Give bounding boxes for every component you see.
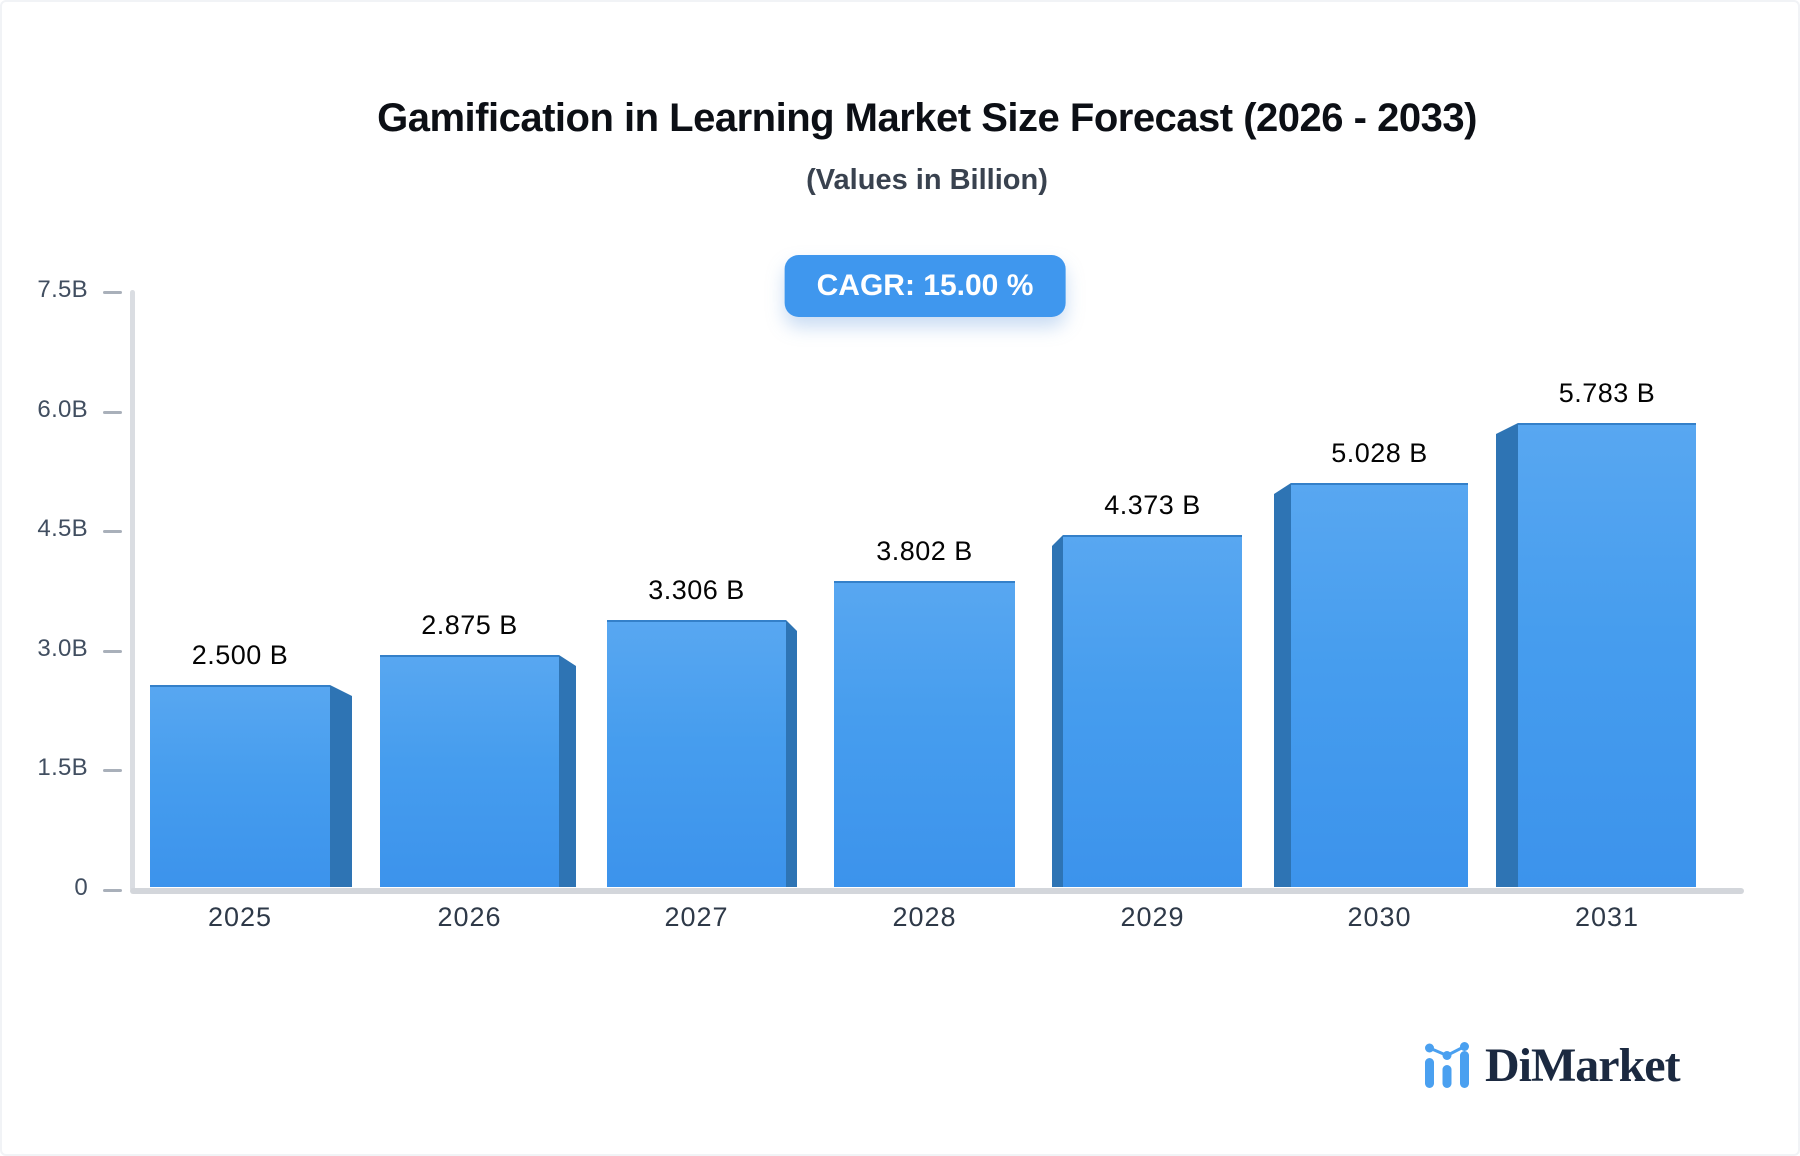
y-tick-label: 1.5B bbox=[37, 754, 88, 781]
y-tick: 6.0B bbox=[2, 396, 122, 424]
bar-3d-side bbox=[330, 685, 352, 887]
mini-bar-chart-icon bbox=[1425, 1042, 1469, 1088]
bar-face bbox=[380, 655, 559, 887]
x-axis-label: 2031 bbox=[1574, 902, 1640, 932]
bar-face bbox=[150, 685, 330, 887]
y-tick: 4.5B bbox=[2, 515, 122, 543]
bar-value-label: 4.373 B bbox=[1104, 490, 1201, 520]
logo-text: DiMarket bbox=[1485, 1038, 1681, 1092]
chart-subtitle: (Values in Billion) bbox=[806, 164, 1048, 196]
bar-face bbox=[834, 581, 1015, 887]
x-axis-label: 2028 bbox=[892, 902, 957, 932]
bar-face bbox=[1063, 535, 1242, 887]
bar-3d-side bbox=[1496, 423, 1518, 887]
tick-dash bbox=[103, 769, 122, 773]
y-tick-label: 7.5B bbox=[37, 276, 88, 303]
cagr-badge: CAGR: 15.00 % bbox=[784, 255, 1066, 317]
bar-3d-side bbox=[559, 655, 576, 887]
bar-face bbox=[1291, 483, 1468, 887]
x-axis-label: 2030 bbox=[1347, 902, 1412, 932]
y-tick: 7.5B bbox=[2, 276, 122, 304]
bar-face bbox=[1518, 423, 1696, 887]
dimarket-logo: DiMarket bbox=[1423, 1038, 1681, 1092]
bar-value-label: 3.306 B bbox=[648, 575, 745, 605]
bar-3d-side bbox=[786, 620, 797, 887]
y-tick-label: 3.0B bbox=[37, 635, 88, 662]
chart-title: Gamification in Learning Market Size For… bbox=[377, 96, 1477, 140]
bar-value-label: 3.802 B bbox=[876, 536, 973, 566]
x-axis-line bbox=[130, 888, 1744, 894]
x-axis-label: 2025 bbox=[207, 902, 273, 932]
bar-face bbox=[607, 620, 786, 887]
tick-dash bbox=[103, 889, 122, 893]
tick-dash bbox=[103, 530, 122, 534]
tick-dash bbox=[103, 291, 122, 295]
bar-3d-side bbox=[1052, 535, 1063, 887]
bar-value-label: 5.783 B bbox=[1558, 378, 1656, 408]
y-axis-line bbox=[130, 290, 135, 891]
y-tick-label: 4.5B bbox=[37, 515, 88, 542]
y-tick-label: 6.0B bbox=[37, 396, 88, 423]
bar-value-label: 2.500 B bbox=[191, 640, 289, 670]
x-axis-label: 2029 bbox=[1120, 902, 1185, 932]
y-tick-label: 0 bbox=[74, 874, 88, 901]
y-tick: 3.0B bbox=[2, 635, 122, 663]
y-tick: 0 bbox=[2, 874, 122, 902]
tick-dash bbox=[103, 411, 122, 415]
y-tick: 1.5B bbox=[2, 754, 122, 782]
bar-value-label: 5.028 B bbox=[1331, 438, 1428, 468]
bar-value-label: 2.875 B bbox=[421, 610, 518, 640]
bar-3d-side bbox=[1274, 483, 1291, 887]
x-axis-label: 2027 bbox=[664, 902, 729, 932]
tick-dash bbox=[103, 650, 122, 654]
x-axis-label: 2026 bbox=[437, 902, 502, 932]
